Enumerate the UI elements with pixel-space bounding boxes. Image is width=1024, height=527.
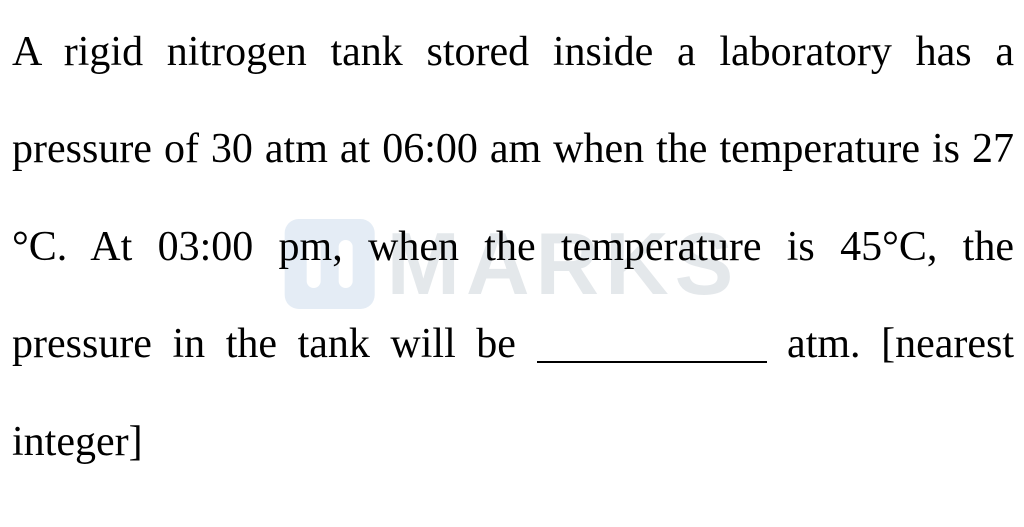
answer-unit: atm. xyxy=(767,321,882,367)
problem-body: A rigid nitrogen tank stored inside a la… xyxy=(12,29,1014,367)
problem-text: A rigid nitrogen tank stored inside a la… xyxy=(0,0,1024,491)
answer-blank xyxy=(537,361,767,363)
